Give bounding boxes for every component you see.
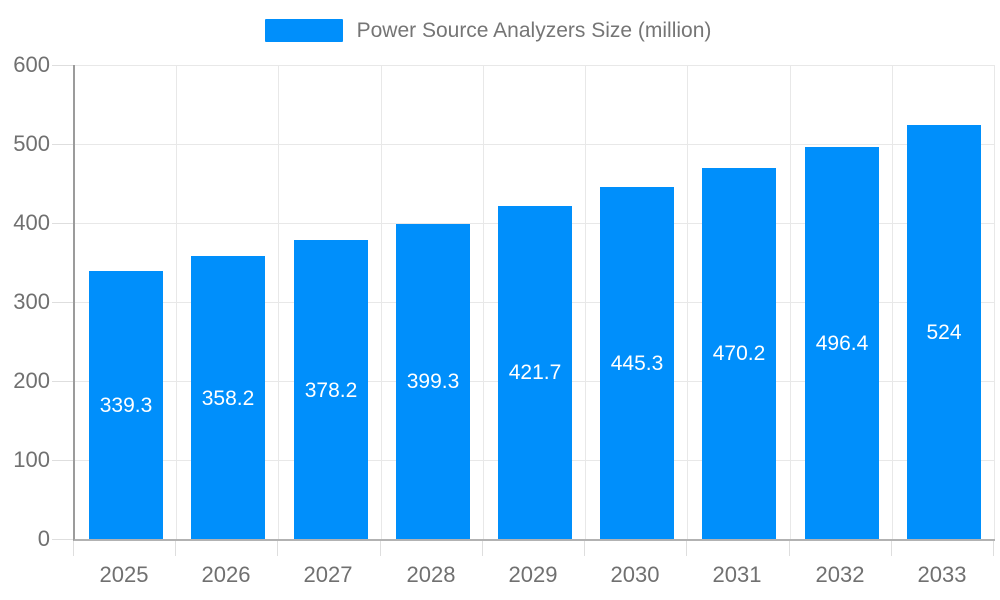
bar-value-label: 378.2 — [304, 379, 358, 402]
y-axis-tick — [52, 65, 73, 66]
bar-2026[interactable] — [191, 256, 265, 539]
x-axis-tick — [277, 541, 278, 556]
gridline-horizontal — [75, 143, 995, 145]
x-axis-label: 2026 — [201, 562, 251, 587]
gridline-vertical — [278, 65, 279, 539]
x-axis-label: 2029 — [508, 562, 558, 587]
x-axis-label: 2032 — [815, 562, 865, 587]
bar-value-label: 358.2 — [201, 387, 255, 410]
bar-2032[interactable] — [805, 146, 879, 539]
y-axis-label: 100 — [13, 447, 50, 472]
y-axis-label: 0 — [37, 526, 50, 551]
x-axis-tick — [891, 541, 892, 556]
plot-area: 339.3 358.2 378.2 399.3 421.7 445.3 470.2 496.4… — [73, 64, 995, 541]
y-axis-label: 500 — [13, 131, 50, 156]
bar-value-label: 445.3 — [610, 352, 664, 375]
bar-value-label: 399.3 — [406, 370, 460, 393]
x-axis-tick — [789, 541, 790, 556]
y-axis-label: 600 — [13, 52, 50, 77]
x-axis-label: 2031 — [712, 562, 762, 587]
legend-swatch — [264, 19, 343, 42]
bar-2025[interactable] — [89, 270, 163, 539]
x-axis-tick — [73, 541, 74, 556]
bar-value-label: 421.7 — [508, 361, 562, 384]
bar-value-label: 339.3 — [99, 394, 153, 417]
x-axis-label: 2028 — [406, 562, 456, 587]
x-axis-tick — [380, 541, 381, 556]
x-axis-tick — [993, 541, 994, 556]
legend-item[interactable]: Power Source Analyzers Size (million) — [0, 19, 976, 42]
bar-value-label: 524 — [926, 321, 962, 344]
bar-2029[interactable] — [498, 205, 572, 539]
y-axis-tick — [52, 539, 73, 540]
y-axis-tick — [52, 223, 73, 224]
gridline-vertical — [892, 65, 893, 539]
x-axis-label: 2027 — [303, 562, 353, 587]
y-axis-label: 200 — [13, 368, 50, 393]
bar-value-label: 470.2 — [712, 342, 766, 365]
bar-value-label: 496.4 — [815, 332, 869, 355]
x-axis-tick — [686, 541, 687, 556]
gridline-vertical — [687, 65, 688, 539]
x-axis-tick — [584, 541, 585, 556]
bar-2031[interactable] — [702, 167, 776, 539]
gridline-horizontal — [75, 64, 995, 66]
x-axis-label: 2025 — [99, 562, 149, 587]
gridline-vertical — [585, 65, 586, 539]
gridline-vertical — [994, 65, 995, 539]
gridline-vertical — [176, 65, 177, 539]
x-axis-label: 2033 — [917, 562, 967, 587]
bar-2033[interactable] — [907, 125, 981, 539]
legend-label: Power Source Analyzers Size (million) — [356, 19, 712, 42]
x-axis-tick — [482, 541, 483, 556]
bar-2030[interactable] — [600, 187, 674, 539]
bar-2028[interactable] — [396, 223, 470, 539]
y-axis-label: 400 — [13, 210, 50, 235]
y-axis-tick — [52, 460, 73, 461]
y-axis-label: 300 — [13, 289, 50, 314]
gridline-vertical — [790, 65, 791, 539]
y-axis-tick — [52, 381, 73, 382]
bar-2027[interactable] — [294, 240, 368, 539]
gridline-vertical — [381, 65, 382, 539]
y-axis-tick — [52, 144, 73, 145]
y-axis-tick — [52, 302, 73, 303]
x-axis-label: 2030 — [610, 562, 660, 587]
gridline-vertical — [483, 65, 484, 539]
x-axis-tick — [175, 541, 176, 556]
